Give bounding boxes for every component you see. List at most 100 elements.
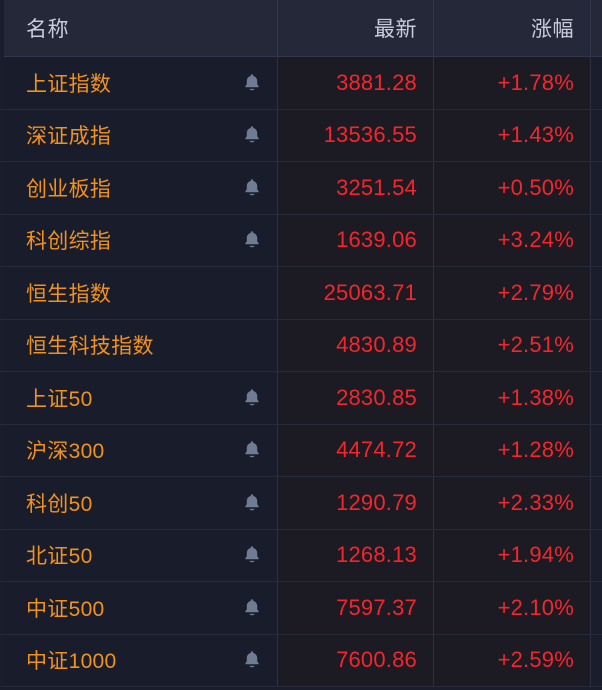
change-percent-value: +1.28% — [497, 437, 574, 463]
cell-change-percent: +0.50% — [434, 162, 591, 214]
column-header-name-label: 名称 — [26, 18, 69, 41]
cell-last-price: 2830.85 — [278, 372, 434, 424]
last-price-value: 4474.72 — [336, 437, 417, 463]
cell-name[interactable]: 科创50 — [0, 477, 278, 529]
index-name-label: 北证50 — [26, 545, 93, 569]
cell-change-percent: +2.51% — [434, 319, 591, 371]
cell-name[interactable]: 科创综指 — [0, 214, 278, 266]
last-price-value: 3881.28 — [336, 69, 417, 95]
last-price-value: 7597.37 — [336, 594, 417, 620]
cell-change-percent: +2.10% — [434, 582, 591, 634]
change-percent-value: +1.78% — [497, 69, 574, 95]
bell-icon[interactable] — [241, 544, 263, 566]
row-filler — [591, 267, 602, 319]
index-name-label: 恒生指数 — [26, 282, 112, 306]
index-name-label: 科创综指 — [26, 230, 112, 254]
last-price-value: 2830.85 — [336, 384, 417, 410]
last-price-value: 1290.79 — [336, 489, 417, 515]
bell-icon[interactable] — [241, 387, 263, 409]
change-percent-value: +1.43% — [497, 122, 574, 148]
cell-change-percent: +1.43% — [434, 109, 591, 161]
index-name-label: 中证500 — [26, 597, 105, 621]
column-header-last[interactable]: 最新 — [278, 0, 434, 57]
column-header-name[interactable]: 名称 — [0, 0, 278, 57]
table-row[interactable]: 科创50 1290.79 +2.33% — [0, 477, 602, 530]
cell-name[interactable]: 中证500 — [0, 582, 278, 634]
table-row[interactable]: 恒生指数 25063.71 +2.79% — [0, 267, 602, 320]
cell-last-price: 25063.71 — [278, 267, 434, 319]
bell-icon — [241, 282, 263, 304]
last-price-value: 7600.86 — [336, 647, 417, 673]
cell-name[interactable]: 上证指数 — [0, 57, 278, 109]
column-header-change[interactable]: 涨幅 — [434, 0, 591, 57]
cell-last-price: 3881.28 — [278, 57, 434, 109]
last-price-value: 13536.55 — [323, 122, 417, 148]
row-filler — [591, 634, 602, 686]
table-row[interactable]: 深证成指 13536.55 +1.43% — [0, 109, 602, 162]
cell-name[interactable]: 中证1000 — [0, 634, 278, 686]
cell-change-percent: +1.94% — [434, 529, 591, 581]
cell-last-price: 1639.06 — [278, 214, 434, 266]
column-header-change-label: 涨幅 — [531, 18, 574, 41]
bell-icon[interactable] — [241, 439, 263, 461]
cell-last-price: 4830.89 — [278, 319, 434, 371]
cell-name[interactable]: 创业板指 — [0, 162, 278, 214]
table-row[interactable]: 中证1000 7600.86 +2.59% — [0, 634, 602, 687]
change-percent-value: +2.33% — [497, 489, 574, 515]
bell-icon[interactable] — [241, 229, 263, 251]
cell-last-price: 7597.37 — [278, 582, 434, 634]
index-name-label: 深证成指 — [26, 125, 112, 149]
cell-last-price: 1290.79 — [278, 477, 434, 529]
row-filler — [591, 424, 602, 476]
bell-icon[interactable] — [241, 597, 263, 619]
table-row[interactable]: 科创综指 1639.06 +3.24% — [0, 214, 602, 267]
bell-icon[interactable] — [241, 124, 263, 146]
table-row[interactable]: 中证500 7597.37 +2.10% — [0, 582, 602, 635]
table-row[interactable]: 上证指数 3881.28 +1.78% — [0, 57, 602, 110]
table-body: 上证指数 3881.28 +1.78% 深证成指 13536.55 +1.43% 创业板指 3… — [0, 57, 602, 690]
cell-name[interactable]: 深证成指 — [0, 109, 278, 161]
change-percent-value: +3.24% — [497, 227, 574, 253]
index-name-label: 上证指数 — [26, 72, 112, 96]
cell-change-percent: +1.38% — [434, 372, 591, 424]
cell-last-price: 13536.55 — [278, 109, 434, 161]
change-percent-value: +2.10% — [497, 594, 574, 620]
bell-icon[interactable] — [241, 492, 263, 514]
row-filler — [591, 529, 602, 581]
row-filler — [591, 57, 602, 109]
change-percent-value: +2.79% — [497, 279, 574, 305]
table-header-row: 名称 最新 涨幅 — [0, 0, 602, 57]
table-row[interactable]: 沪深300 4474.72 +1.28% — [0, 424, 602, 477]
cell-name[interactable]: 沪深300 — [0, 424, 278, 476]
table-row[interactable]: 恒生科技指数 4830.89 +2.51% — [0, 319, 602, 372]
index-name-label: 沪深300 — [26, 440, 105, 464]
row-filler — [591, 214, 602, 266]
cell-name[interactable]: 上证50 — [0, 372, 278, 424]
change-percent-value: +1.38% — [497, 384, 574, 410]
table-row[interactable]: 创业板指 3251.54 +0.50% — [0, 162, 602, 215]
cell-change-percent: +1.78% — [434, 57, 591, 109]
row-filler — [591, 582, 602, 634]
change-percent-value: +2.51% — [497, 332, 574, 358]
table-row[interactable]: 北证50 1268.13 +1.94% — [0, 529, 602, 582]
row-filler — [591, 477, 602, 529]
index-name-label: 科创50 — [26, 492, 93, 516]
table-row[interactable]: 上证50 2830.85 +1.38% — [0, 372, 602, 425]
row-filler — [591, 319, 602, 371]
cell-name[interactable]: 恒生指数 — [0, 267, 278, 319]
index-name-label: 恒生科技指数 — [26, 335, 154, 359]
index-name-label: 创业板指 — [26, 177, 112, 201]
cell-last-price: 7600.86 — [278, 634, 434, 686]
bell-icon[interactable] — [241, 649, 263, 671]
last-price-value: 3251.54 — [336, 174, 417, 200]
bell-icon — [241, 334, 263, 356]
cell-name[interactable]: 恒生科技指数 — [0, 319, 278, 371]
bell-icon[interactable] — [241, 177, 263, 199]
cell-last-price: 3251.54 — [278, 162, 434, 214]
column-header-last-label: 最新 — [374, 18, 417, 41]
cell-name[interactable]: 北证50 — [0, 529, 278, 581]
bell-icon[interactable] — [241, 72, 263, 94]
index-name-label: 上证50 — [26, 387, 93, 411]
cell-change-percent: +2.79% — [434, 267, 591, 319]
